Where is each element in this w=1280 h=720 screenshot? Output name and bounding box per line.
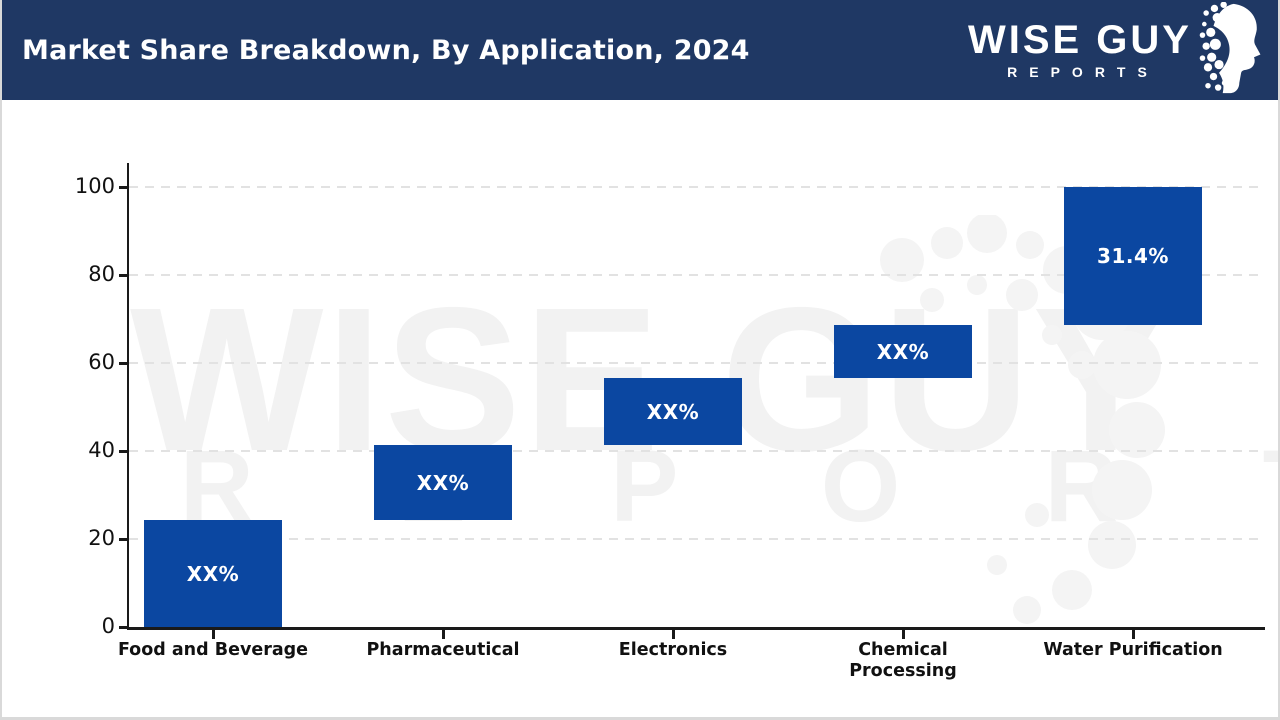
y-gridline xyxy=(129,274,1265,276)
header-band: Market Share Breakdown, By Application, … xyxy=(2,0,1278,100)
y-tick-label: 40 xyxy=(88,438,115,462)
bar-pharmaceutical: XX% xyxy=(374,445,512,521)
y-gridline xyxy=(129,186,1265,188)
wise-guy-logo: WISE GUY REPORTS xyxy=(968,1,1278,98)
y-tick-mark xyxy=(119,186,129,189)
logo-head-icon xyxy=(1194,1,1268,98)
x-category-label-line: Electronics xyxy=(618,640,728,660)
x-category-label: Pharmaceutical xyxy=(328,640,558,661)
y-tick-mark xyxy=(119,362,129,365)
y-tick-label: 0 xyxy=(101,614,115,638)
y-tick-label: 80 xyxy=(88,262,115,286)
x-category-label-line: Pharmaceutical xyxy=(366,640,520,660)
y-tick-label: 60 xyxy=(88,350,115,374)
y-tick-mark xyxy=(119,274,129,277)
y-gridline xyxy=(129,538,1265,540)
bar-water-purification: 31.4% xyxy=(1064,187,1202,326)
logo-subtitle: REPORTS xyxy=(1007,64,1159,80)
y-tick-mark xyxy=(119,450,129,453)
watermark-subtitle: R E P O R T S xyxy=(180,429,1278,543)
x-category-label: Chemical Processing xyxy=(788,640,1018,682)
x-category-label: Water Purification xyxy=(1018,640,1248,661)
y-tick-mark xyxy=(119,538,129,541)
bar-value-label: 31.4% xyxy=(1097,244,1169,269)
x-category-label: Electronics xyxy=(558,640,788,661)
x-tick-mark xyxy=(1132,630,1135,639)
x-category-label-line: Processing xyxy=(849,661,957,681)
x-axis-line xyxy=(126,627,1265,630)
y-gridline xyxy=(129,362,1265,364)
bar-food-and-beverage: XX% xyxy=(144,520,282,627)
x-tick-mark xyxy=(212,630,215,639)
y-gridline xyxy=(129,450,1265,452)
x-tick-mark xyxy=(672,630,675,639)
logo-text: WISE GUY REPORTS xyxy=(968,20,1192,80)
x-tick-mark xyxy=(442,630,445,639)
bar-chemical-processing: XX% xyxy=(834,325,972,379)
x-category-label: Food and Beverage xyxy=(98,640,328,661)
y-tick-label: 20 xyxy=(88,526,115,550)
x-category-label-line: Food and Beverage xyxy=(117,640,309,660)
y-tick-mark xyxy=(119,626,129,629)
x-category-label-line: Chemical xyxy=(858,640,948,660)
bar-value-label: XX% xyxy=(876,339,930,364)
bar-value-label: XX% xyxy=(416,470,470,495)
y-tick-label: 100 xyxy=(74,174,115,198)
y-axis-line xyxy=(126,163,129,630)
x-category-label-line: Water Purification xyxy=(1043,640,1223,660)
page-title: Market Share Breakdown, By Application, … xyxy=(22,34,750,66)
logo-wordmark: WISE GUY xyxy=(967,18,1192,62)
x-tick-mark xyxy=(902,630,905,639)
bar-value-label: XX% xyxy=(646,399,700,424)
bar-electronics: XX% xyxy=(604,378,742,446)
bar-value-label: XX% xyxy=(186,561,240,586)
